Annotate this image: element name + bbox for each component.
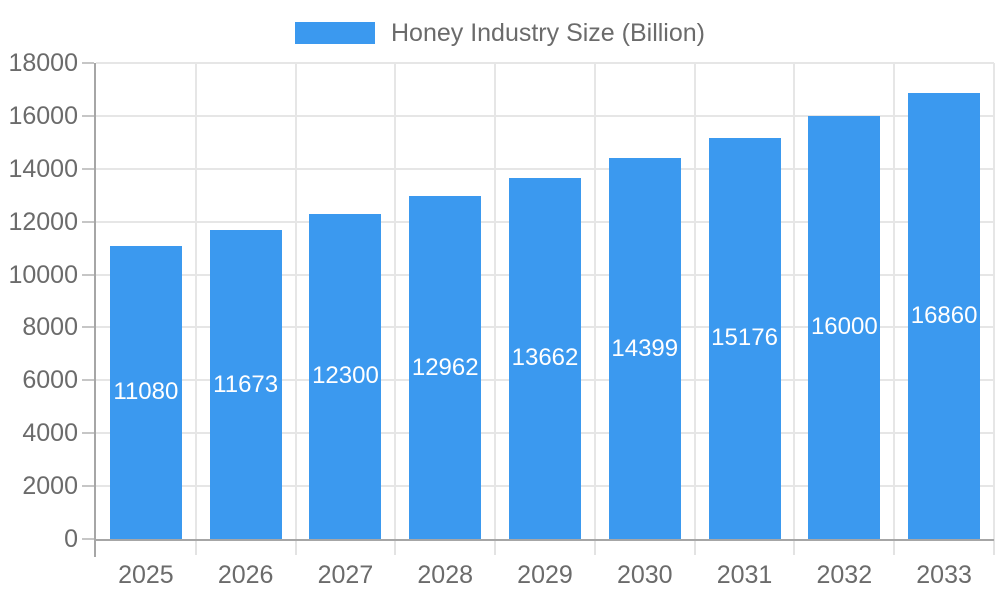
y-axis-label: 18000 bbox=[8, 49, 78, 77]
y-axis-label: 8000 bbox=[22, 313, 78, 342]
y-axis-label: 10000 bbox=[8, 260, 78, 289]
x-axis-label: 2033 bbox=[916, 561, 972, 589]
bar-value-label: 11673 bbox=[213, 370, 279, 398]
x-axis-label: 2029 bbox=[517, 561, 573, 589]
category-separator bbox=[593, 63, 596, 539]
x-axis-tick bbox=[194, 539, 197, 555]
y-axis-label: 4000 bbox=[22, 419, 78, 448]
y-axis-tick bbox=[82, 538, 94, 540]
legend-label: Honey Industry Size (Billion) bbox=[390, 18, 705, 47]
category-separator bbox=[494, 63, 497, 539]
y-axis-tick bbox=[82, 326, 94, 329]
bar-value-label: 12962 bbox=[411, 353, 479, 381]
y-axis-tick bbox=[82, 273, 94, 276]
y-axis-label: 14000 bbox=[8, 154, 78, 183]
bar-2026: 11673 bbox=[209, 230, 282, 539]
x-axis-label: 2025 bbox=[118, 561, 174, 589]
y-axis-label: 6000 bbox=[22, 366, 78, 395]
bar-value-label: 15176 bbox=[711, 324, 778, 352]
bar-value-label: 16860 bbox=[910, 302, 978, 330]
category-separator bbox=[993, 63, 995, 539]
bar-value-label: 12300 bbox=[312, 362, 379, 390]
x-axis-tick bbox=[294, 539, 297, 555]
x-axis-tick bbox=[793, 539, 796, 555]
x-axis-label: 2031 bbox=[716, 561, 773, 589]
bar-2028: 12962 bbox=[409, 196, 482, 539]
x-axis-tick bbox=[993, 539, 995, 555]
y-axis-tick bbox=[82, 220, 94, 223]
y-gridline bbox=[96, 114, 994, 117]
y-axis-tick bbox=[82, 62, 94, 64]
bar-2029: 13662 bbox=[509, 177, 581, 539]
legend-swatch bbox=[294, 22, 375, 44]
x-axis-tick bbox=[494, 539, 497, 555]
x-axis-label: 2027 bbox=[317, 561, 374, 589]
bar-value-label: 13662 bbox=[511, 344, 579, 372]
y-axis-tick bbox=[82, 432, 94, 435]
bar-2032: 16000 bbox=[808, 115, 881, 539]
category-separator bbox=[194, 63, 197, 539]
category-separator bbox=[693, 63, 696, 539]
y-axis-label: 12000 bbox=[8, 207, 78, 236]
x-axis-line bbox=[94, 539, 994, 541]
y-gridline bbox=[96, 62, 994, 64]
y-axis-tick bbox=[82, 485, 94, 488]
y-gridline bbox=[96, 167, 994, 170]
category-separator bbox=[294, 63, 297, 539]
category-separator bbox=[793, 63, 796, 539]
bar-2030: 14399 bbox=[608, 158, 681, 539]
y-axis-label: 2000 bbox=[22, 472, 78, 501]
y-axis-tick bbox=[82, 379, 94, 382]
y-axis-label: 16000 bbox=[8, 101, 78, 130]
bar-2033: 16860 bbox=[908, 93, 981, 539]
x-axis-tick bbox=[394, 539, 397, 555]
bar-value-label: 14399 bbox=[611, 334, 679, 362]
y-axis-label: 0 bbox=[64, 525, 78, 553]
bar-2025: 11080 bbox=[109, 245, 182, 539]
x-axis-tick bbox=[893, 539, 896, 555]
x-axis-label: 2028 bbox=[417, 561, 474, 589]
category-separator bbox=[893, 63, 896, 539]
bar-2027: 12300 bbox=[309, 213, 382, 539]
legend[interactable]: Honey Industry Size (Billion) bbox=[0, 18, 1000, 47]
bar-value-label: 11080 bbox=[113, 378, 179, 406]
y-axis-line bbox=[94, 63, 96, 557]
bar-2031: 15176 bbox=[708, 137, 781, 539]
x-axis-tick bbox=[693, 539, 696, 555]
x-axis-tick bbox=[593, 539, 596, 555]
category-separator bbox=[394, 63, 397, 539]
y-axis-tick bbox=[82, 114, 94, 117]
x-axis-label: 2030 bbox=[616, 561, 673, 589]
bar-value-label: 16000 bbox=[810, 313, 878, 341]
y-axis-tick bbox=[82, 167, 94, 170]
x-axis-label: 2026 bbox=[217, 561, 274, 589]
x-axis-label: 2032 bbox=[816, 561, 873, 589]
